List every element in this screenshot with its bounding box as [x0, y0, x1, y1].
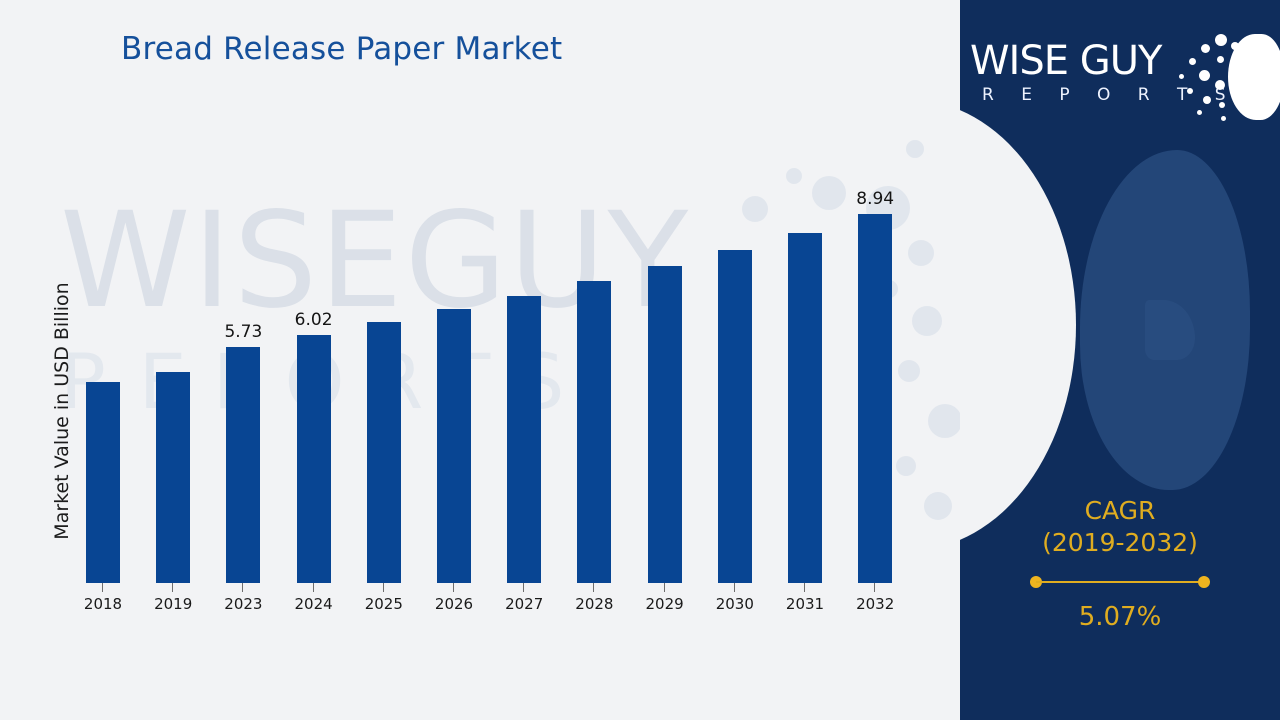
x-tick-mark	[382, 583, 384, 592]
bar-2026[interactable]	[437, 309, 471, 583]
x-tick-mark	[593, 583, 595, 592]
x-tick-label: 2026	[434, 595, 474, 613]
bar-2024[interactable]	[296, 335, 331, 583]
x-tick-mark	[312, 583, 314, 592]
cagr-label-line2: (2019-2032)	[1042, 528, 1198, 557]
x-tick: 2032	[856, 583, 895, 619]
x-tick: 2024	[294, 583, 333, 619]
x-tick-label: 2024	[294, 595, 333, 613]
logo-wordmark: WISE GUY	[970, 38, 1162, 84]
x-tick: 2026	[434, 583, 474, 619]
x-tick-mark	[663, 583, 665, 592]
bar-value-label: 5.73	[224, 322, 263, 342]
cagr-divider-line	[1036, 581, 1204, 583]
x-tick-mark	[453, 583, 454, 592]
x-tick-label: 2029	[645, 595, 684, 613]
bar-2025[interactable]	[366, 322, 401, 583]
bar-2029[interactable]	[647, 266, 682, 583]
x-tick-label: 2019	[154, 595, 193, 613]
cagr-label-line1: CAGR	[1084, 496, 1156, 525]
brand-sidebar: WISE GUY R E P O R T S	[960, 0, 1280, 720]
x-tick: 2027	[505, 583, 544, 619]
bar-value-label: 6.02	[294, 310, 333, 330]
cagr-divider	[1030, 576, 1210, 588]
x-tick-label: 2030	[715, 595, 754, 613]
wiseguy-logo[interactable]: WISE GUY R E P O R T S	[970, 30, 1280, 121]
cagr-block: CAGR (2019-2032) 5.07%	[960, 495, 1280, 632]
x-tick-mark	[523, 583, 525, 592]
x-tick: 2030	[715, 583, 754, 619]
x-tick-label: 2028	[575, 595, 614, 613]
bar-2019[interactable]	[156, 372, 191, 583]
x-tick-label: 2025	[364, 595, 403, 613]
x-tick-label: 2027	[505, 595, 544, 613]
x-tick: 2029	[645, 583, 684, 619]
bar-2028[interactable]	[577, 281, 612, 583]
x-tick-label: 2018	[83, 595, 123, 613]
x-tick-mark	[733, 583, 735, 592]
x-tick-label: 2023	[224, 595, 263, 613]
bar-2023[interactable]	[226, 347, 261, 583]
page-title: Bread Release Paper Market	[121, 31, 563, 67]
logo-head-icon	[1228, 34, 1280, 120]
bar-2031[interactable]	[788, 233, 822, 583]
bar-2032[interactable]	[858, 214, 893, 583]
bar-value-label: 8.94	[856, 189, 895, 209]
x-tick: 2019	[154, 583, 193, 619]
cagr-value: 5.07%	[1078, 602, 1162, 632]
circle-decoration	[960, 100, 1076, 550]
bar-2027[interactable]	[507, 296, 542, 583]
logo-tagline: R E P O R T S	[982, 85, 1237, 105]
plot-area: 2018 2019 5.73 2023 6.02 2024 2025 2026 2027 2028…	[70, 150, 930, 613]
x-tick-mark	[242, 583, 244, 592]
x-tick: 2031	[785, 583, 825, 619]
x-tick-mark	[874, 583, 876, 592]
bar-2018[interactable]	[86, 382, 120, 583]
x-tick-mark	[172, 583, 174, 592]
x-tick: 2018	[83, 583, 123, 619]
x-tick-label: 2031	[785, 595, 825, 613]
x-tick-mark	[804, 583, 805, 592]
x-tick-label: 2032	[856, 595, 895, 613]
x-tick: 2023	[224, 583, 263, 619]
bar-2030[interactable]	[717, 250, 752, 583]
x-tick: 2028	[575, 583, 614, 619]
x-tick-mark	[102, 583, 103, 592]
x-tick: 2025	[364, 583, 403, 619]
cagr-divider-dot-right	[1198, 576, 1210, 588]
